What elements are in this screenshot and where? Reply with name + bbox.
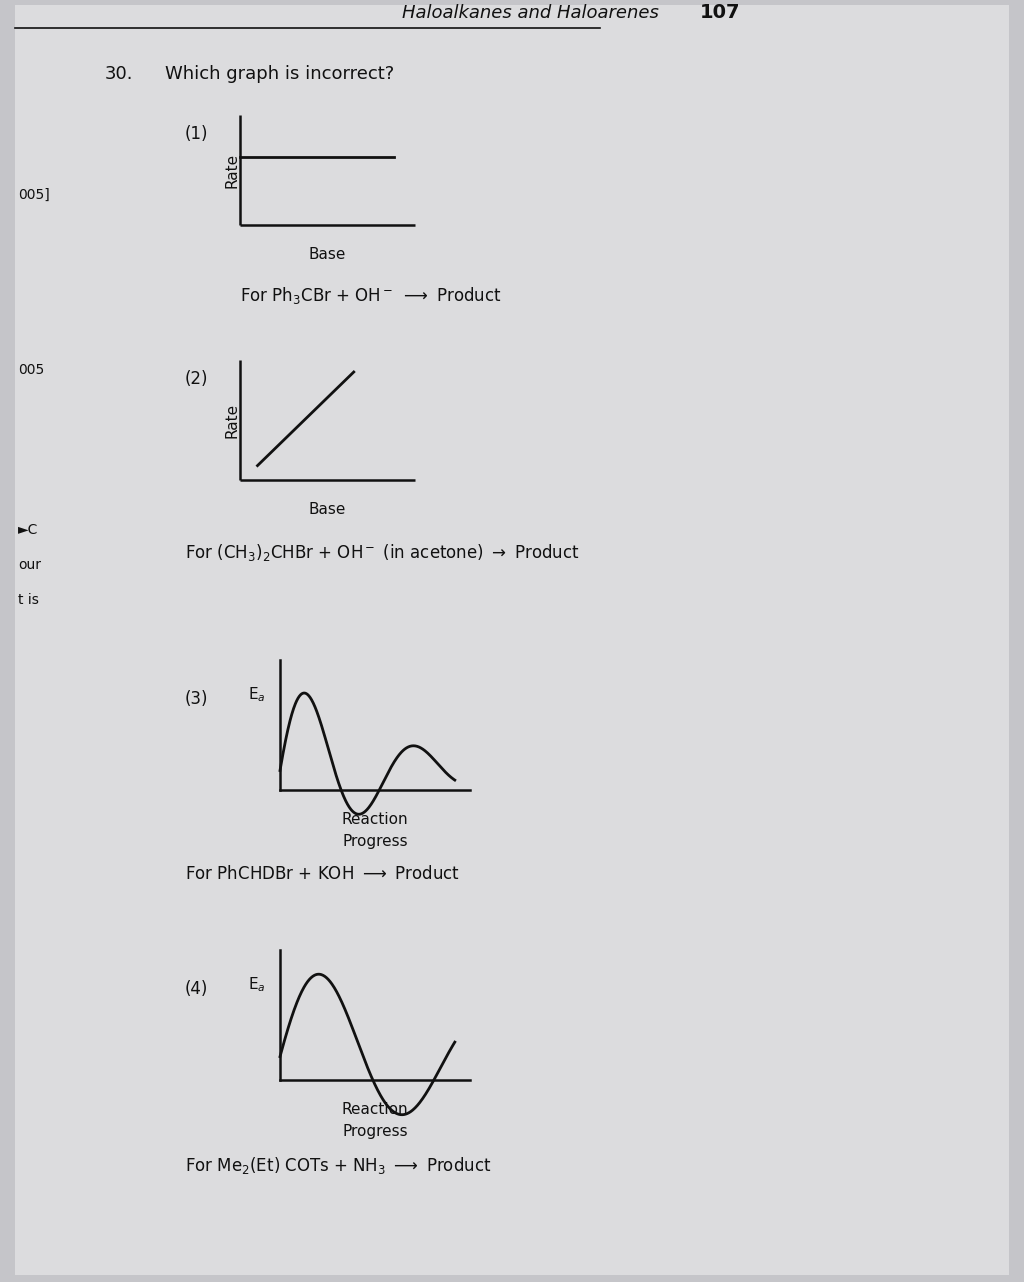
Text: Rate: Rate	[224, 403, 240, 437]
Text: For (CH$_3$)$_2$CHBr + OH$^-$ (in acetone) $\rightarrow$ Product: For (CH$_3$)$_2$CHBr + OH$^-$ (in aceton…	[185, 542, 580, 563]
Text: (2): (2)	[185, 370, 209, 388]
Text: our: our	[18, 558, 41, 572]
Text: For Ph$_3$CBr + OH$^-$ $\longrightarrow$ Product: For Ph$_3$CBr + OH$^-$ $\longrightarrow$…	[240, 285, 502, 306]
Text: 107: 107	[700, 3, 740, 22]
FancyBboxPatch shape	[15, 5, 1009, 1276]
Text: Reaction: Reaction	[342, 812, 409, 827]
Text: E$_a$: E$_a$	[248, 976, 265, 995]
Text: ►C: ►C	[18, 523, 38, 537]
Text: Reaction: Reaction	[342, 1103, 409, 1117]
Text: 005]: 005]	[18, 188, 50, 203]
Text: 30.: 30.	[105, 65, 133, 83]
Text: Base: Base	[309, 503, 346, 517]
Text: Rate: Rate	[224, 153, 240, 187]
Text: t is: t is	[18, 594, 39, 606]
Text: For PhCHDBr + KOH $\longrightarrow$ Product: For PhCHDBr + KOH $\longrightarrow$ Prod…	[185, 865, 460, 883]
Text: E$_a$: E$_a$	[248, 686, 265, 704]
Text: Which graph is incorrect?: Which graph is incorrect?	[165, 65, 394, 83]
Text: Base: Base	[309, 247, 346, 262]
Text: For Me$_2$(Et) COTs + NH$_3$ $\longrightarrow$ Product: For Me$_2$(Et) COTs + NH$_3$ $\longright…	[185, 1155, 492, 1176]
Text: Haloalkanes and Haloarenes: Haloalkanes and Haloarenes	[401, 4, 658, 22]
Text: Progress: Progress	[342, 835, 408, 849]
Text: (3): (3)	[185, 690, 209, 708]
Text: Progress: Progress	[342, 1124, 408, 1138]
Text: (4): (4)	[185, 979, 208, 997]
Text: (1): (1)	[185, 126, 209, 144]
Text: 005: 005	[18, 363, 44, 377]
